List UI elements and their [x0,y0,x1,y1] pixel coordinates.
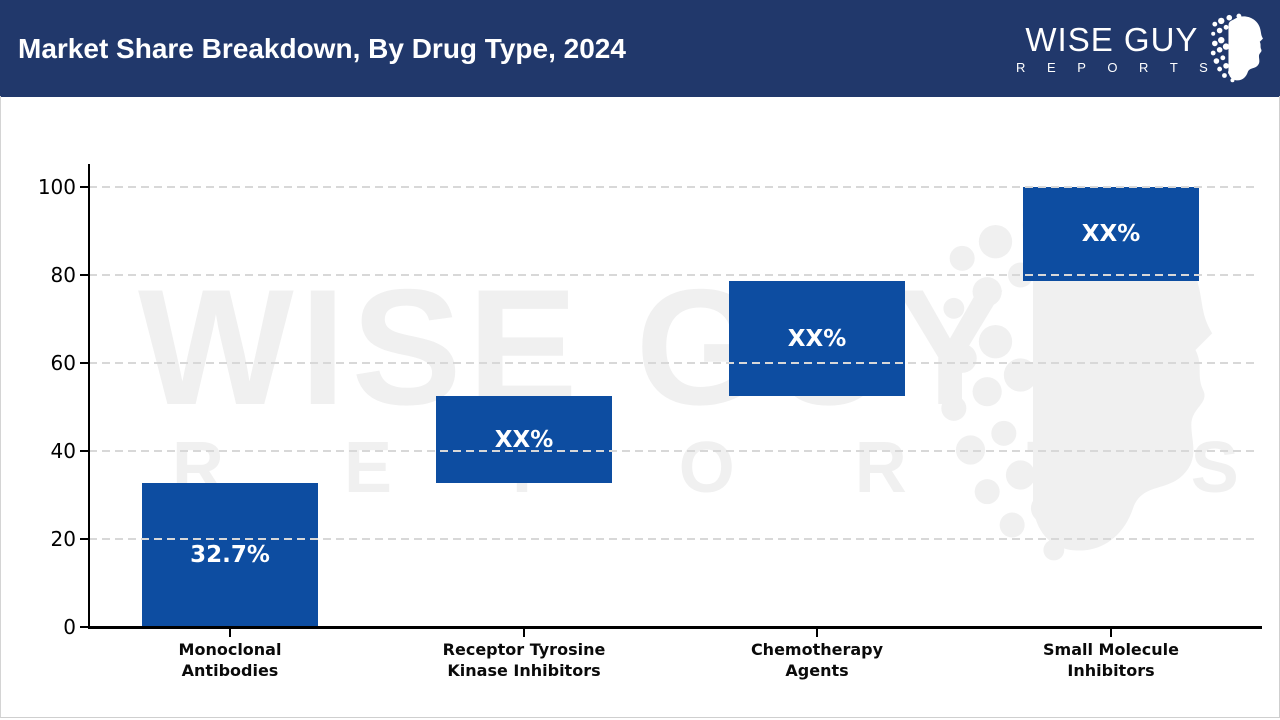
bar-value-label: XX% [1081,221,1141,248]
x-axis-tick [816,628,818,637]
bar: XX% [436,396,612,484]
logo-name: WISE GUY [1025,21,1199,58]
x-category-label: Receptor Tyrosine Kinase Inhibitors [404,639,644,681]
x-axis-tick [1110,628,1112,637]
bar-value-label: XX% [787,325,847,352]
dotted-head-profile-icon [1210,13,1263,83]
x-category-label: Monoclonal Antibodies [110,639,350,681]
page-title: Market Share Breakdown, By Drug Type, 20… [18,33,626,64]
y-axis-tick [80,362,89,364]
y-tick-label: 0 [63,615,76,639]
y-tick-label: 100 [37,175,76,199]
bar: 32.7% [142,483,318,627]
bar-value-label: XX% [494,426,554,453]
y-tick-label: 60 [50,351,76,375]
y-axis-tick [80,186,89,188]
plot-area: 0 20 40 60 80 100 32.7% XX% XX% XX% Monoclonal Anti… [0,97,1280,717]
x-category-label-line1: Receptor Tyrosine [442,640,606,659]
x-axis-tick [229,628,231,637]
x-category-label-line2: Agents [785,661,849,680]
x-axis-line [88,626,1262,629]
logo-subname: R E P O R T S [1016,60,1217,75]
y-axis-tick [80,450,89,452]
logo-wordmark: WISE GUY R E P O R T S [1016,21,1208,76]
header-bar: Market Share Breakdown, By Drug Type, 20… [0,0,1280,97]
x-axis-tick [523,628,525,637]
x-category-label-line1: Chemotherapy [750,640,884,659]
y-tick-label: 20 [50,527,76,551]
x-category-label-line2: Inhibitors [1067,661,1155,680]
y-axis-tick [80,626,89,628]
y-tick-label: 80 [50,263,76,287]
gridline [89,274,1255,276]
x-category-label-line1: Small Molecule [1043,640,1179,659]
y-axis-tick [80,538,89,540]
wise-guy-logo: WISE GUY R E P O R T S [1016,6,1266,92]
gridline [89,362,1255,364]
x-category-label: Small Molecule Inhibitors [991,639,1231,681]
y-axis-tick [80,274,89,276]
bar: XX% [1023,187,1199,282]
gridline [89,538,1255,540]
x-category-label: Chemotherapy Agents [697,639,937,681]
bar-value-label: 32.7% [190,542,270,569]
y-tick-label: 40 [50,439,76,463]
gridline [89,186,1255,188]
bar: XX% [729,281,905,396]
gridline [89,450,1255,452]
y-axis-line [88,164,90,628]
x-category-label-line2: Kinase Inhibitors [447,661,601,680]
x-category-label-line1: Monoclonal [178,640,282,659]
x-category-label-line2: Antibodies [181,661,279,680]
